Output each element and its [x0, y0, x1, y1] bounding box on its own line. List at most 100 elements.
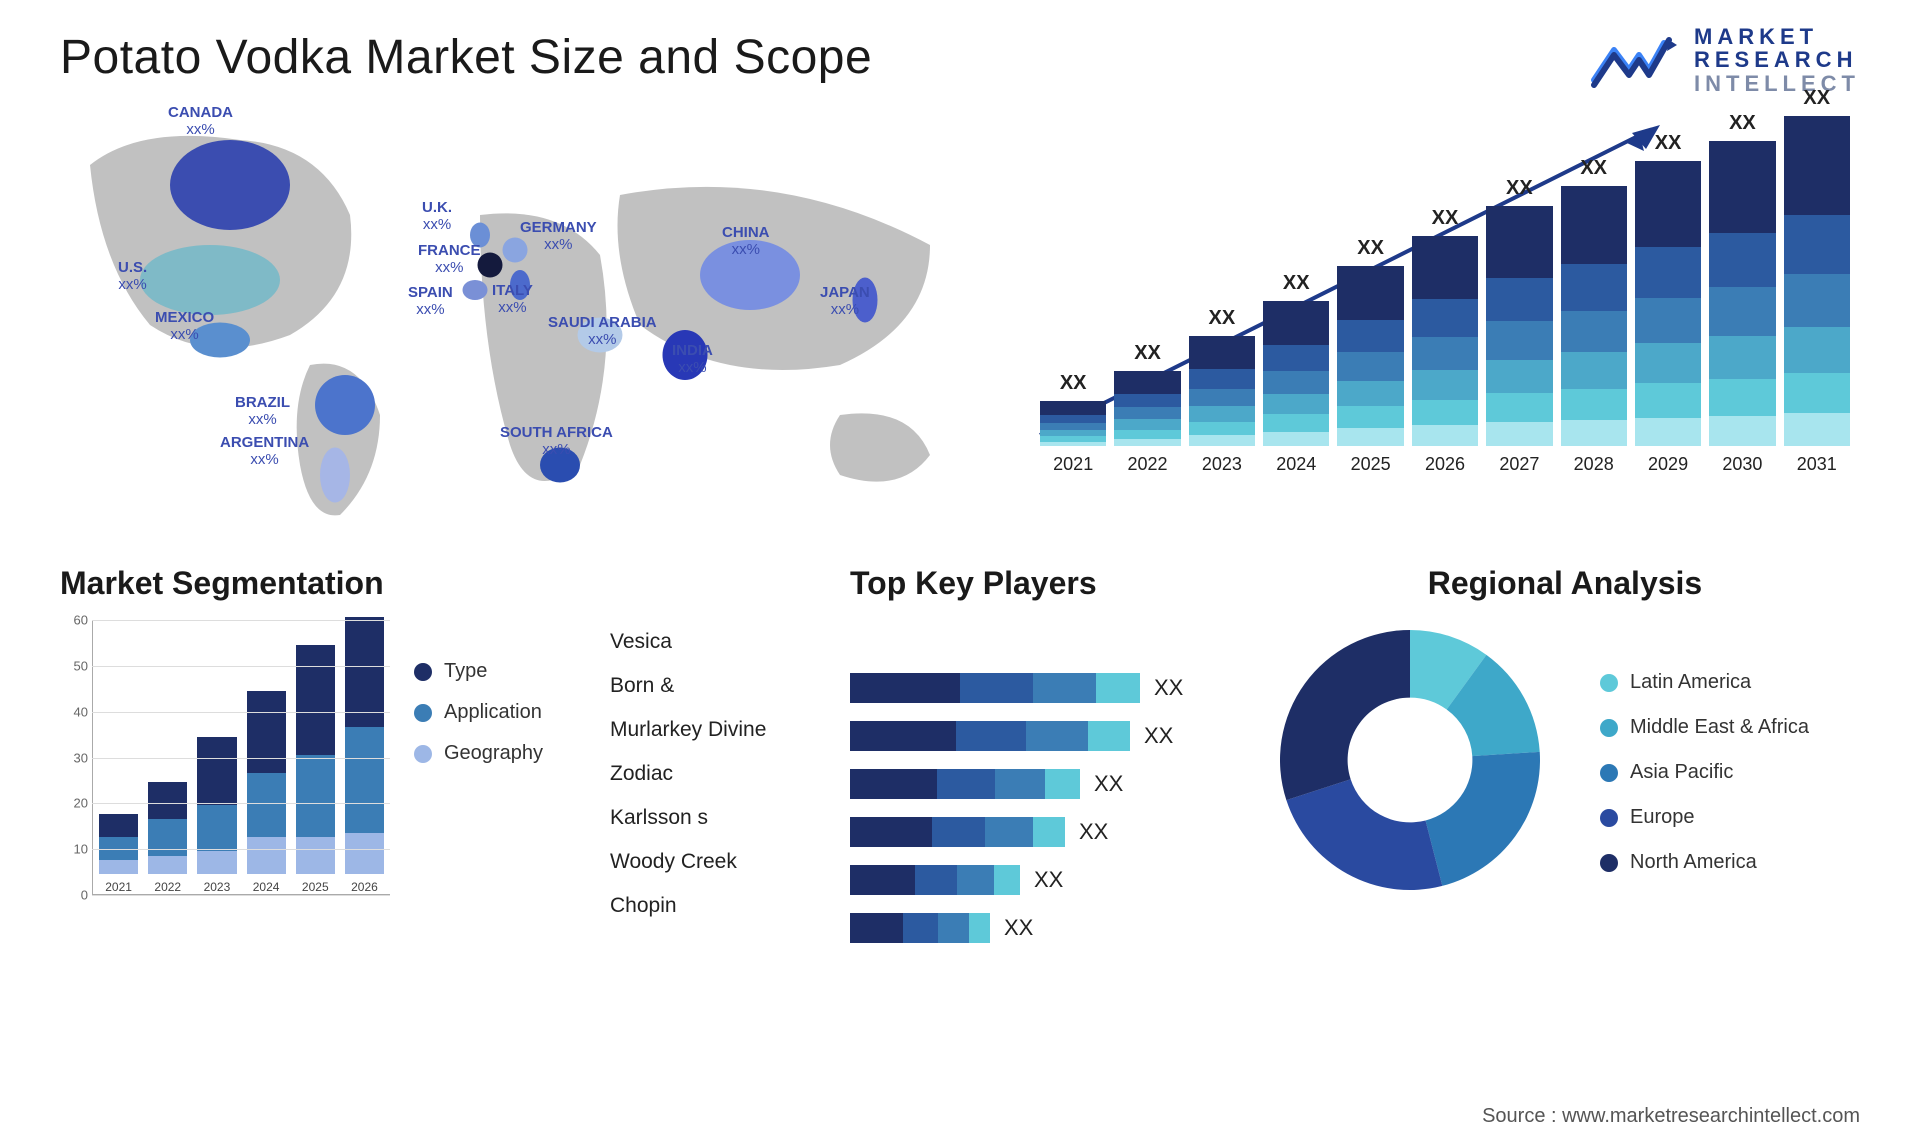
player-value: XX	[1079, 819, 1108, 845]
segmentation-chart: 202120222023202420252026 0102030405060	[60, 620, 390, 920]
forecast-year: 2023	[1202, 454, 1242, 475]
seg-year: 2021	[105, 880, 132, 894]
map-label-japan: JAPANxx%	[820, 285, 870, 318]
forecast-value: XX	[1655, 132, 1682, 155]
player-name: Chopin	[610, 884, 830, 928]
forecast-chart: XX2021XX2022XX2023XX2024XX2025XX2026XX20…	[1020, 105, 1860, 525]
regional-title: Regional Analysis	[1270, 565, 1860, 602]
forecast-value: XX	[1134, 342, 1161, 365]
map-label-u.k.: U.K.xx%	[422, 200, 452, 233]
forecast-year: 2024	[1276, 454, 1316, 475]
player-value: XX	[1144, 723, 1173, 749]
player-name: Vesica	[610, 620, 830, 664]
forecast-col-2027: XX 2027	[1486, 177, 1552, 475]
forecast-col-2023: XX2023	[1189, 307, 1255, 475]
seg-ytick: 20	[60, 796, 88, 811]
seg-col-2021: 2021	[99, 814, 138, 894]
logo-mark-icon	[1589, 25, 1679, 95]
map-label-u.s.: U.S.xx%	[118, 260, 147, 293]
donut-slice-asia-pacific	[1426, 752, 1540, 886]
player-name: Zodiac	[610, 752, 830, 796]
forecast-col-2030: XX 2030	[1709, 112, 1775, 475]
forecast-year: 2030	[1722, 454, 1762, 475]
player-bar-row: XX	[850, 904, 1250, 952]
forecast-year: 2026	[1425, 454, 1465, 475]
forecast-year: 2021	[1053, 454, 1093, 475]
forecast-value: XX	[1580, 157, 1607, 180]
map-label-canada: CANADAxx%	[168, 105, 233, 138]
forecast-value: XX	[1432, 207, 1459, 230]
player-bar-row: XX	[850, 760, 1250, 808]
forecast-year: 2027	[1499, 454, 1539, 475]
region-legend-north-america: North America	[1600, 851, 1860, 874]
regional-panel: Regional Analysis Latin America Middle Ea…	[1270, 565, 1860, 965]
seg-col-2026: 2026	[345, 617, 384, 894]
forecast-value: XX	[1060, 372, 1087, 395]
player-bar-row: XX	[850, 808, 1250, 856]
donut-slice-north-america	[1280, 630, 1410, 800]
segmentation-legend: Type Application Geography	[414, 620, 543, 920]
forecast-value: XX	[1803, 87, 1830, 110]
forecast-value: XX	[1357, 237, 1384, 260]
map-label-italy: ITALYxx%	[492, 283, 533, 316]
forecast-col-2025: XX 2025	[1337, 237, 1403, 475]
map-label-germany: GERMANYxx%	[520, 220, 597, 253]
map-label-india: INDIAxx%	[672, 343, 713, 376]
player-bar-row: XX	[850, 664, 1250, 712]
forecast-col-2026: XX 2026	[1412, 207, 1478, 475]
seg-year: 2026	[351, 880, 378, 894]
player-value: XX	[1034, 867, 1063, 893]
player-value: XX	[1154, 675, 1183, 701]
player-name: Murlarkey Divine	[610, 708, 830, 752]
forecast-col-2022: XX2022	[1114, 342, 1180, 475]
player-name: Woody Creek	[610, 840, 830, 884]
seg-ytick: 30	[60, 750, 88, 765]
segmentation-panel: Market Segmentation 2021 2022 2023 2024 2025…	[60, 565, 590, 965]
segmentation-title: Market Segmentation	[60, 565, 590, 602]
source-text: Source : www.marketresearchintellect.com	[1482, 1105, 1860, 1128]
world-map: CANADAxx%U.S.xx%MEXICOxx%BRAZILxx%ARGENT…	[60, 105, 980, 525]
seg-year: 2024	[253, 880, 280, 894]
region-legend-europe: Europe	[1600, 806, 1860, 829]
forecast-year: 2025	[1351, 454, 1391, 475]
seg-col-2022: 2022	[148, 782, 187, 894]
forecast-col-2024: XX 2024	[1263, 272, 1329, 475]
forecast-year: 2029	[1648, 454, 1688, 475]
seg-ytick: 60	[60, 613, 88, 628]
regional-donut	[1270, 620, 1570, 905]
logo-line2: RESEARCH	[1694, 48, 1860, 71]
map-label-china: CHINAxx%	[722, 225, 770, 258]
forecast-value: XX	[1283, 272, 1310, 295]
player-bar-row: XX	[850, 712, 1250, 760]
regional-legend: Latin America Middle East & Africa Asia Pa…	[1600, 651, 1860, 874]
player-name: Born &	[610, 664, 830, 708]
map-label-brazil: BRAZILxx%	[235, 395, 290, 428]
seg-year: 2025	[302, 880, 329, 894]
seg-ytick: 50	[60, 658, 88, 673]
seg-legend-type: Type	[414, 660, 543, 683]
players-title: Top Key Players	[850, 565, 1250, 602]
players-panel: x VesicaBorn &Murlarkey DivineZodiacKarl…	[610, 565, 1250, 965]
player-bar-row: XX	[850, 856, 1250, 904]
seg-col-2023: 2023	[197, 737, 236, 894]
region-legend-latin-america: Latin America	[1600, 671, 1860, 694]
forecast-year: 2031	[1797, 454, 1837, 475]
seg-col-2025: 2025	[296, 645, 335, 894]
forecast-year: 2028	[1574, 454, 1614, 475]
player-value: XX	[1004, 915, 1033, 941]
seg-legend-geography: Geography	[414, 742, 543, 765]
player-name: Karlsson s	[610, 796, 830, 840]
seg-ytick: 10	[60, 842, 88, 857]
seg-legend-application: Application	[414, 701, 543, 724]
forecast-value: XX	[1506, 177, 1533, 200]
logo: MARKET RESEARCH INTELLECT	[1589, 25, 1860, 95]
map-label-argentina: ARGENTINAxx%	[220, 435, 309, 468]
region-legend-middle-east-africa: Middle East & Africa	[1600, 716, 1860, 739]
map-label-south-africa: SOUTH AFRICAxx%	[500, 425, 613, 458]
seg-year: 2023	[204, 880, 231, 894]
forecast-value: XX	[1729, 112, 1756, 135]
seg-ytick: 40	[60, 704, 88, 719]
seg-year: 2022	[154, 880, 181, 894]
region-legend-asia-pacific: Asia Pacific	[1600, 761, 1860, 784]
map-label-spain: SPAINxx%	[408, 285, 453, 318]
